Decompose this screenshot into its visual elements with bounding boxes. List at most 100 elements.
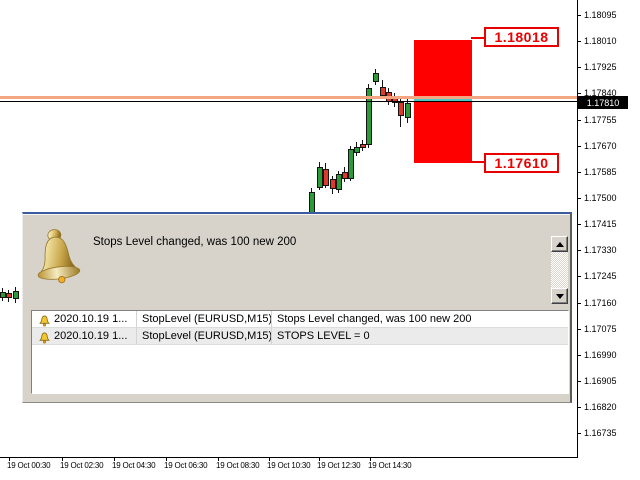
time-axis-label: 19 Oct 14:30 <box>368 461 412 470</box>
price-tick <box>577 224 581 225</box>
price-axis-label: 1.18010 <box>584 36 617 46</box>
price-axis-label: 1.17585 <box>584 167 617 177</box>
time-axis-label: 19 Oct 00:30 <box>7 461 51 470</box>
price-axis-border <box>577 0 578 458</box>
alert-time: 2020.10.19 1... <box>54 313 128 325</box>
alert-bell-icon <box>38 314 51 332</box>
price-tick <box>577 67 581 68</box>
price-axis-label: 1.17160 <box>584 298 617 308</box>
time-tick <box>269 457 270 461</box>
alert-time: 2020.10.19 1... <box>54 330 128 342</box>
time-tick <box>218 457 219 461</box>
arrow-up-icon <box>555 241 564 247</box>
alert-source: StopLevel (EURUSD,M15) <box>142 330 272 342</box>
price-axis-label: 1.16735 <box>584 428 617 438</box>
price-axis-label: 1.17925 <box>584 62 617 72</box>
time-axis-label: 19 Oct 04:30 <box>112 461 156 470</box>
candle <box>342 172 348 179</box>
alerts-table[interactable]: 2020.10.19 1... StopLevel (EURUSD,M15) S… <box>31 310 569 394</box>
rectangle-mid-line <box>414 99 472 101</box>
price-axis-label: 1.16820 <box>584 402 617 412</box>
bid-price-line <box>0 101 577 102</box>
alert-text: STOPS LEVEL = 0 <box>277 330 370 342</box>
time-axis-label: 19 Oct 02:30 <box>60 461 104 470</box>
price-tick <box>577 172 581 173</box>
candle <box>360 144 366 148</box>
scrollbar-track[interactable] <box>551 252 568 288</box>
callout-connector-top <box>471 37 485 39</box>
candle <box>380 87 386 96</box>
candle <box>348 149 354 179</box>
price-tick <box>577 250 581 251</box>
time-axis-label: 19 Oct 08:30 <box>216 461 260 470</box>
price-tick <box>577 303 581 304</box>
time-tick <box>114 457 115 461</box>
candle <box>373 73 379 82</box>
candle <box>336 174 342 190</box>
candle <box>330 179 336 189</box>
time-tick <box>370 457 371 461</box>
price-tick <box>577 146 581 147</box>
bell-icon <box>33 227 81 285</box>
column-divider <box>271 311 272 328</box>
lower-price-label[interactable]: 1.17610 <box>484 153 559 173</box>
price-tick <box>577 381 581 382</box>
time-tick <box>166 457 167 461</box>
price-tick <box>577 355 581 356</box>
price-axis-label: 1.17670 <box>584 141 617 151</box>
price-axis-label: 1.17330 <box>584 245 617 255</box>
ask-price-line <box>0 96 577 99</box>
current-price-tag: 1.17810 <box>578 96 628 109</box>
column-divider <box>136 328 137 345</box>
scrollbar[interactable] <box>551 236 568 304</box>
price-axis-label: 1.17840 <box>584 88 617 98</box>
time-axis-label: 19 Oct 06:30 <box>164 461 208 470</box>
candle <box>317 167 323 188</box>
price-axis-label: 1.17075 <box>584 324 617 334</box>
column-divider <box>271 328 272 345</box>
time-tick <box>62 457 63 461</box>
time-axis-label: 19 Oct 12:30 <box>317 461 361 470</box>
price-tick <box>577 41 581 42</box>
scroll-down-button[interactable] <box>551 288 568 304</box>
price-axis-label: 1.16990 <box>584 350 617 360</box>
scroll-up-button[interactable] <box>551 236 568 252</box>
upper-price-label[interactable]: 1.18018 <box>484 27 559 47</box>
table-row[interactable]: 2020.10.19 1... StopLevel (EURUSD,M15) S… <box>32 328 568 345</box>
price-tick <box>577 276 581 277</box>
arrow-down-icon <box>555 293 564 299</box>
price-axis-label: 1.18095 <box>584 10 617 20</box>
column-divider <box>136 311 137 328</box>
alert-dialog[interactable]: Stops Level changed, was 100 new 200 202… <box>22 212 572 403</box>
price-axis-label: 1.17415 <box>584 219 617 229</box>
price-axis-label: 1.17755 <box>584 115 617 125</box>
time-tick <box>319 457 320 461</box>
alert-bell-icon <box>38 331 51 349</box>
table-row[interactable]: 2020.10.19 1... StopLevel (EURUSD,M15) S… <box>32 311 568 328</box>
alert-source: StopLevel (EURUSD,M15) <box>142 313 272 325</box>
candle <box>6 293 12 298</box>
price-axis-label: 1.16905 <box>584 376 617 386</box>
price-tick <box>577 198 581 199</box>
price-axis-label: 1.17500 <box>584 193 617 203</box>
price-tick <box>577 329 581 330</box>
candle <box>354 147 360 153</box>
candle <box>0 292 6 298</box>
price-tick <box>577 15 581 16</box>
price-axis-label: 1.17245 <box>584 271 617 281</box>
alert-message-text: Stops Level changed, was 100 new 200 <box>93 236 297 248</box>
alert-text: Stops Level changed, was 100 new 200 <box>277 313 472 325</box>
candle <box>13 291 19 299</box>
price-tick <box>577 120 581 121</box>
callout-connector-bottom <box>471 161 485 163</box>
candle <box>323 169 329 186</box>
time-axis-border <box>0 457 578 458</box>
candle <box>405 103 411 118</box>
price-tick <box>577 433 581 434</box>
time-axis-label: 19 Oct 10:30 <box>267 461 311 470</box>
candle <box>366 88 372 145</box>
candle <box>398 102 404 116</box>
time-tick <box>9 457 10 461</box>
price-tick <box>577 93 581 94</box>
